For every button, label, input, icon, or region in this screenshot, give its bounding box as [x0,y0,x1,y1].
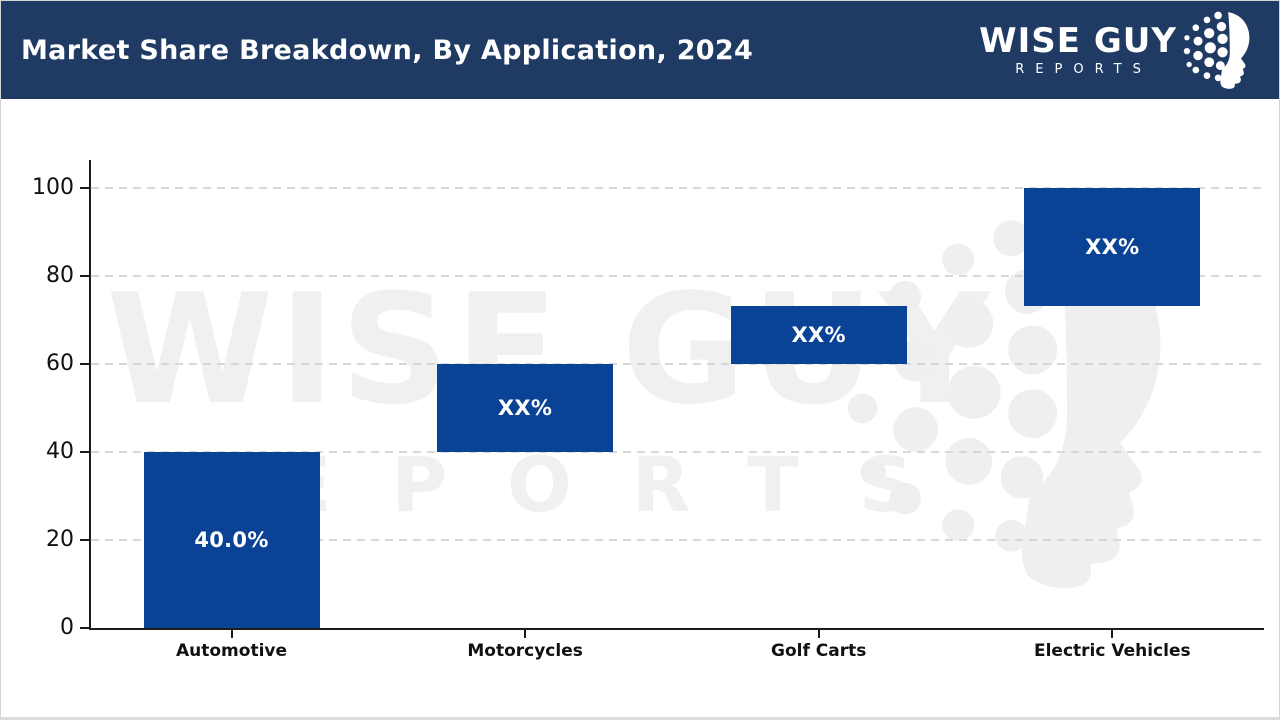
y-tick-label-60: 60 [46,350,74,376]
y-tick-20 [80,538,89,541]
x-tick-3 [1111,630,1114,638]
y-tick-label-80: 80 [46,262,74,288]
y-tick-label-20: 20 [46,526,74,552]
bar-motorcycles: XX% [437,363,614,452]
y-tick-label-100: 100 [32,174,74,200]
header: Market Share Breakdown, By Application, … [1,1,1279,99]
wiseguy-logo: WISE GUY REPORTS [979,11,1253,89]
gridline-y60 [91,362,1264,365]
y-tick-100 [80,186,89,189]
y-tick-0 [80,627,89,629]
wiseguy-face-icon [1183,11,1250,89]
bar-value-label: XX% [791,323,846,348]
y-tick-80 [80,274,89,277]
bar-value-label: XX% [1085,234,1140,259]
bar-automotive: 40.0% [143,451,320,628]
y-tick-label-0: 0 [60,615,74,640]
logo-text: WISE GUY REPORTS [979,24,1177,77]
chart-area: WISE GUY REPORTS 0 20 40 60 80 100 40.0% Automo… [1,99,1279,720]
x-tick-0 [230,630,233,638]
x-tick-label-0: Automotive [175,641,288,661]
x-tick-label-1: Motorcycles [467,641,583,661]
x-tick-2 [817,630,820,638]
bar-value-label: 40.0% [194,527,269,552]
bar-electric-vehicles: XX% [1024,187,1201,307]
logo-subtext: REPORTS [1015,61,1152,77]
waterfall-chart: 0 20 40 60 80 100 40.0% Automotive XX% Motorcycle… [1,99,1279,717]
gridline-y20 [91,538,1264,541]
bar-golf-carts: XX% [730,306,907,364]
x-tick-label-2: Golf Carts [771,641,867,661]
page-title: Market Share Breakdown, By Application, … [21,34,754,66]
gridline-y100 [91,186,1264,189]
x-axis-spine [89,628,1264,630]
y-axis-spine [89,159,91,630]
y-tick-40 [80,450,89,453]
logo-wordmark: WISE GUY [979,20,1177,61]
gridline-y80 [91,274,1264,277]
x-tick-1 [524,630,527,638]
bar-value-label: XX% [497,395,553,420]
y-tick-label-40: 40 [46,438,74,464]
x-tick-label-3: Electric Vehicles [1033,641,1191,661]
y-tick-60 [80,362,89,365]
gridline-y40 [91,450,1264,453]
